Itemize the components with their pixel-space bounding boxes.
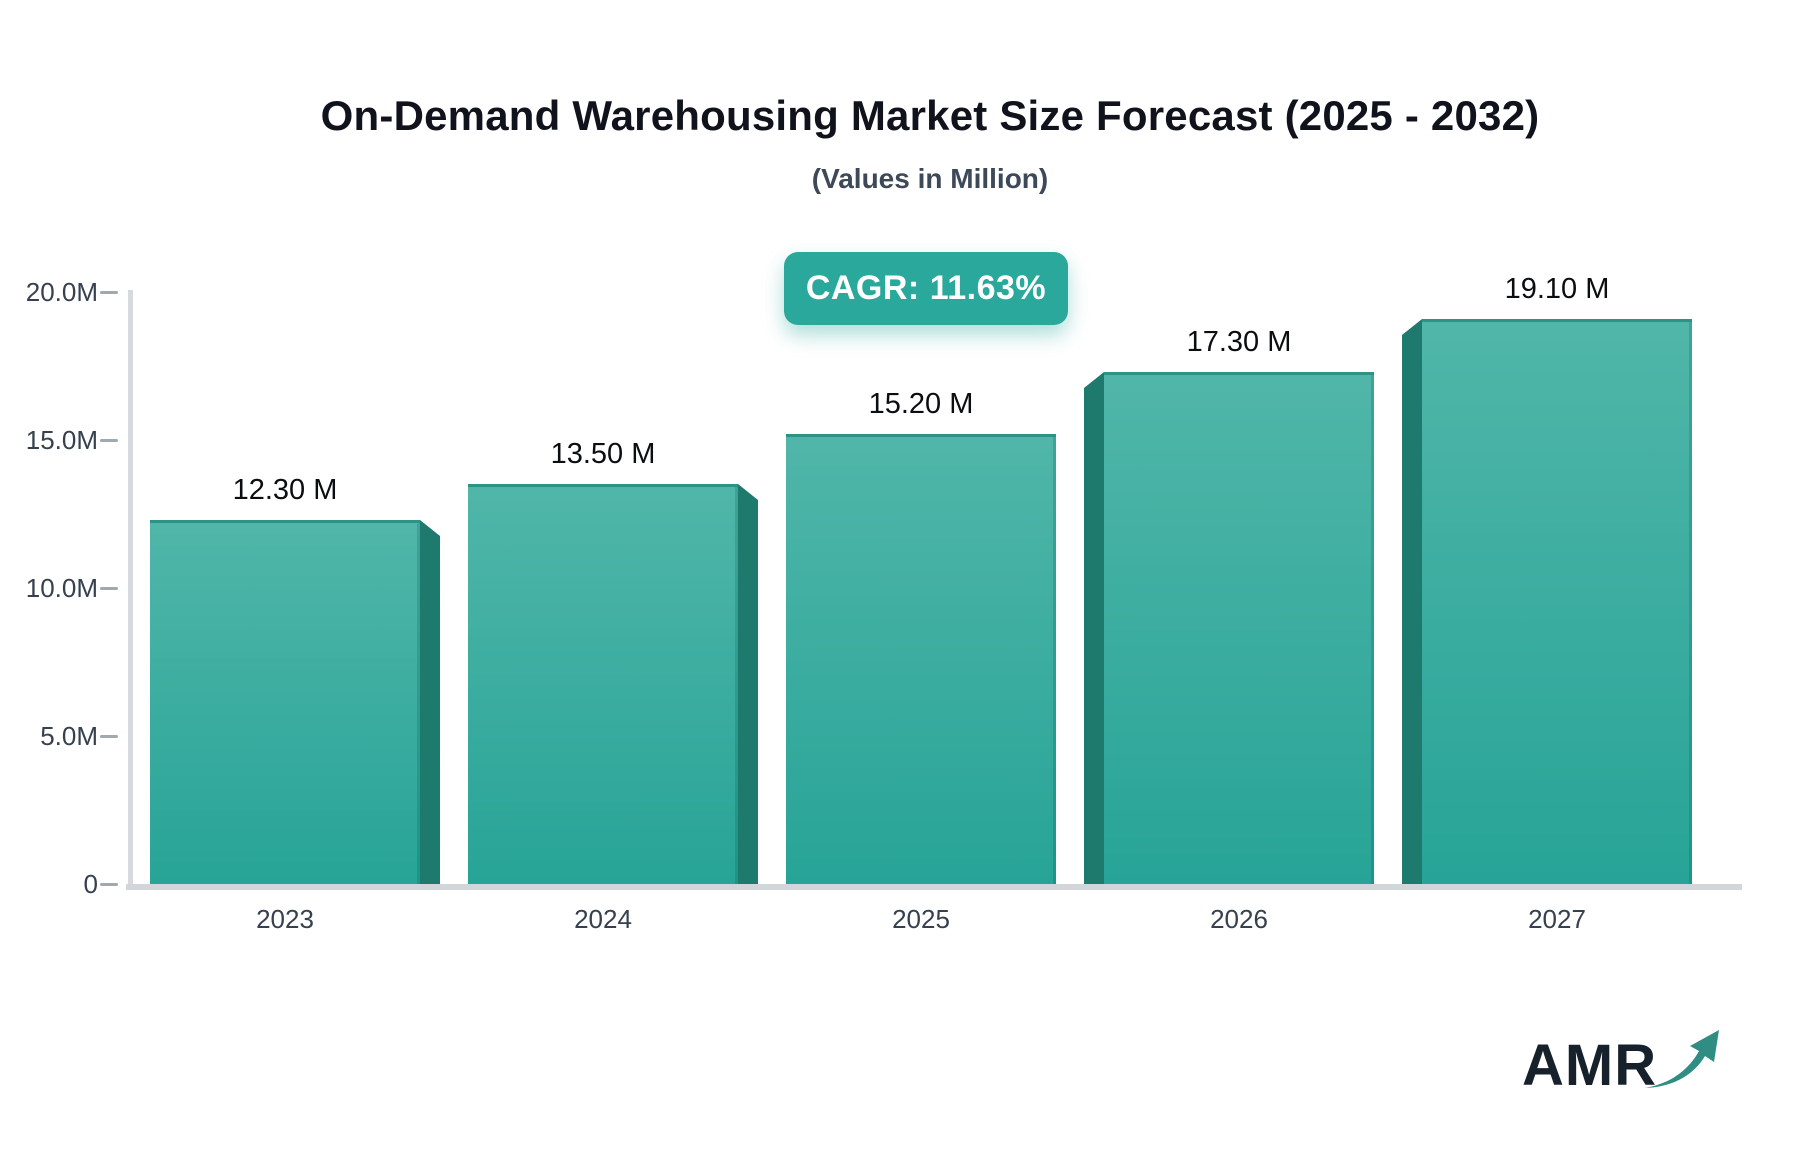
y-tick-label-15.0M: 15.0M: [25, 425, 98, 455]
y-tick-10.0M: [100, 586, 118, 590]
bar-side-2024: [738, 484, 758, 884]
x-axis-line: [126, 884, 1742, 890]
y-tick-5.0M: [100, 734, 118, 738]
y-tick-label-0: 0: [83, 869, 98, 899]
cagr-badge-label: CAGR: 11.63%: [805, 269, 1047, 307]
growth-arrow-icon: [1645, 1029, 1720, 1088]
bar-2026: [1104, 372, 1374, 884]
x-axis-label-2024: 2024: [574, 904, 632, 934]
amr-logo-text: AMR: [1522, 1033, 1658, 1098]
bar-2023: [150, 520, 420, 884]
bar-value-label-2024: 13.50 M: [550, 438, 656, 470]
chart-title: On-Demand Warehousing Market Size Foreca…: [320, 92, 1540, 139]
bar-2027: [1422, 319, 1692, 884]
y-axis-line: [128, 290, 133, 886]
bar-value-label-2023: 12.30 M: [232, 474, 338, 506]
bar-value-label-2026: 17.30 M: [1186, 326, 1292, 358]
x-axis-label-2027: 2027: [1528, 904, 1586, 934]
bar-2024: [468, 484, 738, 884]
amr-logo: AMR: [1522, 1029, 1721, 1099]
bar-2025: [786, 434, 1056, 884]
chart-subtitle: (Values in Million): [811, 163, 1049, 194]
bar-side-2027: [1402, 319, 1422, 884]
bar-value-label-2027: 19.10 M: [1504, 273, 1610, 305]
bar-side-2026: [1084, 372, 1104, 884]
y-tick-label-10.0M: 10.0M: [25, 573, 98, 603]
y-tick-0: [100, 882, 118, 886]
x-axis-label-2025: 2025: [892, 904, 950, 934]
bar-value-label-2025: 15.20 M: [868, 388, 974, 420]
x-axis-label-2026: 2026: [1210, 904, 1268, 934]
y-tick-label-5.0M: 5.0M: [40, 721, 98, 751]
x-axis-label-2023: 2023: [256, 904, 314, 934]
y-tick-15.0M: [100, 438, 118, 442]
y-tick-label-20.0M: 20.0M: [25, 277, 98, 307]
cagr-badge: CAGR: 11.63%: [784, 252, 1068, 325]
bar-side-2023: [420, 520, 440, 884]
y-tick-20.0M: [100, 290, 118, 294]
